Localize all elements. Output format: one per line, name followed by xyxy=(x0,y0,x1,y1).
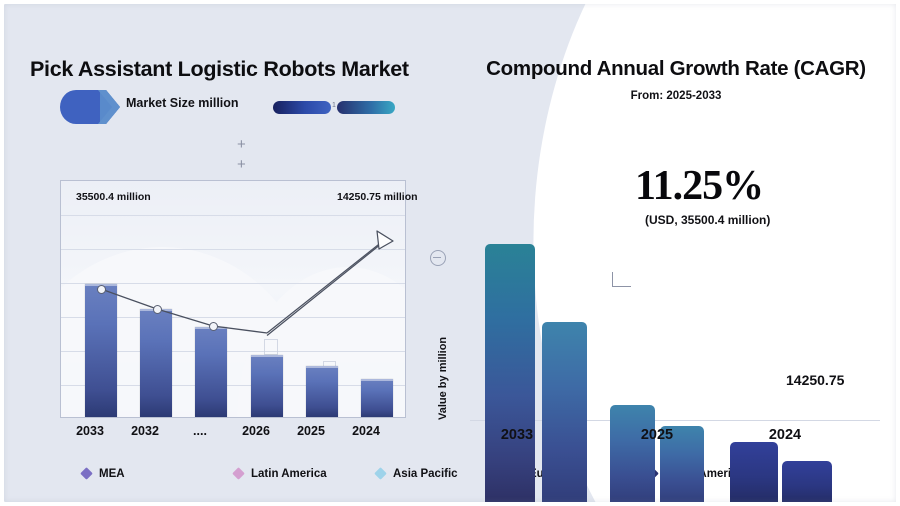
legend-item-latin-america[interactable]: Latin America xyxy=(232,465,327,483)
legend-label: MEA xyxy=(99,467,125,480)
left-chart-start-value: 35500.4 million xyxy=(76,191,151,203)
right-panel-subtitle: From: 2025-2033 xyxy=(630,90,722,102)
legend-label: Asia Pacific xyxy=(393,467,458,480)
rbar-2025-primary xyxy=(610,405,655,506)
rxtick-2025: 2025 xyxy=(640,427,674,443)
trend-overlay xyxy=(100,230,394,336)
gridline xyxy=(61,283,405,284)
gridline xyxy=(61,215,405,216)
left-chart-end-value: 14250.75 million xyxy=(337,191,418,203)
xtick-2024: 2024 xyxy=(352,424,380,438)
right-panel-title: Compound Annual Growth Rate (CAGR) xyxy=(486,57,866,80)
gridline xyxy=(61,249,405,250)
plus-mark-1: + xyxy=(237,136,246,153)
left-chart-right-axis-label: Value by million xyxy=(437,336,449,420)
pill-separator-label: 1 xyxy=(332,102,336,109)
legend-pill-secondary xyxy=(337,101,395,114)
ghost-file-icon xyxy=(264,339,278,355)
right-chart-baseline xyxy=(470,420,880,421)
rxtick-2033: 2033 xyxy=(500,427,534,443)
minus-circle-icon xyxy=(430,250,446,266)
bar-2024 xyxy=(361,379,393,417)
legend-dot-icon xyxy=(374,467,387,481)
legend-dot-icon xyxy=(80,467,93,481)
logo-label: Market Size million xyxy=(126,96,239,110)
bar-2025 xyxy=(306,366,338,417)
rbar-2024-secondary xyxy=(782,461,832,506)
rbar-2025-secondary xyxy=(660,426,704,506)
gridline xyxy=(61,351,405,352)
left-panel-title: Pick Assistant Logistic Robots Market xyxy=(30,57,409,81)
bar-2033 xyxy=(85,284,117,417)
logo-row: Market Size million 1 xyxy=(60,88,400,130)
line-marker-3 xyxy=(209,322,218,331)
xtick-ellipsis: .... xyxy=(193,424,207,438)
market-size-hexagon-icon xyxy=(60,90,120,124)
left-bar-chart xyxy=(60,180,406,418)
gridline xyxy=(61,385,405,386)
plus-mark-2: + xyxy=(237,156,246,173)
xtick-2025: 2025 xyxy=(297,424,325,438)
rbar-2033-secondary xyxy=(542,322,587,506)
rbar-2024-primary xyxy=(730,442,778,506)
right-chart-end-value-label: 14250.75 xyxy=(786,372,845,388)
gridline xyxy=(61,317,405,318)
rxtick-2024: 2024 xyxy=(768,427,802,443)
right-chart-tick-mark xyxy=(612,272,631,287)
xtick-2032: 2032 xyxy=(131,424,159,438)
legend-pill-primary xyxy=(273,101,331,114)
xtick-2033: 2033 xyxy=(76,424,104,438)
cagr-note: (USD, 35500.4 million) xyxy=(645,213,771,227)
cagr-value: 11.25% xyxy=(635,163,764,209)
line-marker-1 xyxy=(97,285,106,294)
legend-label: Latin America xyxy=(251,467,327,480)
xtick-2026: 2026 xyxy=(242,424,270,438)
line-marker-2 xyxy=(153,305,162,314)
rbar-2033-primary xyxy=(485,244,535,506)
legend-dot-icon xyxy=(232,467,245,481)
legend-item-mea[interactable]: MEA xyxy=(80,465,125,483)
background-white-curve xyxy=(533,0,900,506)
legend-item-asia-pacific[interactable]: Asia Pacific xyxy=(374,465,458,483)
bar-2026 xyxy=(251,355,283,417)
